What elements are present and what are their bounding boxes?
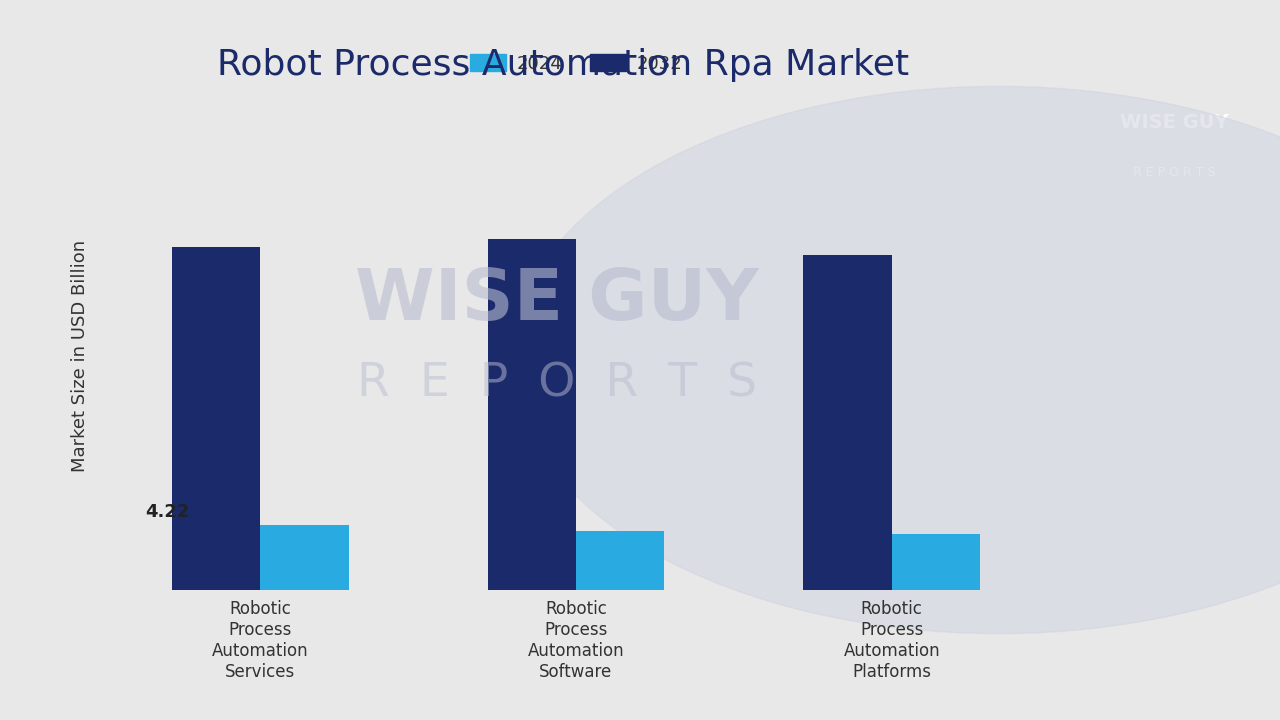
- Bar: [260, 525, 348, 590]
- Y-axis label: Market Size in USD Billion: Market Size in USD Billion: [70, 240, 88, 472]
- Text: R  E  P  O  R  T  S: R E P O R T S: [357, 362, 756, 407]
- Text: WISE GUY: WISE GUY: [356, 266, 759, 335]
- Text: Robot Process Automation Rpa Market: Robot Process Automation Rpa Market: [218, 48, 909, 82]
- Bar: [172, 247, 260, 590]
- Bar: [488, 239, 576, 590]
- Bar: [804, 255, 892, 590]
- Text: WISE GUY: WISE GUY: [1120, 113, 1229, 132]
- Bar: [892, 534, 980, 590]
- Bar: [576, 531, 664, 590]
- Legend: 2024, 2032: 2024, 2032: [462, 48, 690, 80]
- Text: 4.22: 4.22: [146, 503, 189, 521]
- Circle shape: [512, 86, 1280, 634]
- Text: R E P O R T S: R E P O R T S: [1133, 166, 1216, 179]
